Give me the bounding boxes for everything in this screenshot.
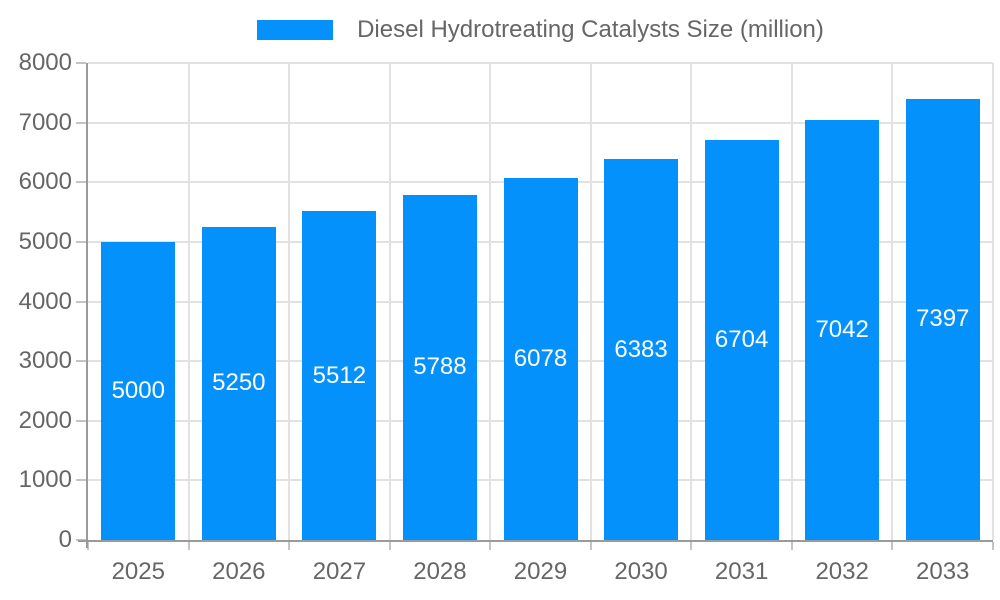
y-axis-tick	[76, 300, 86, 303]
legend-swatch	[257, 20, 334, 40]
bar-value-label: 7042	[815, 316, 869, 344]
y-axis-line	[86, 63, 88, 548]
y-axis-tick-label: 7000	[18, 108, 72, 136]
bar: 7042	[805, 120, 880, 540]
y-axis-tick	[76, 479, 86, 482]
gridline-vertical	[891, 63, 894, 540]
bar-value-label: 5250	[212, 369, 266, 397]
bar: 5000	[101, 241, 176, 540]
bar: 6704	[704, 140, 779, 540]
x-axis-tick	[288, 542, 291, 550]
y-axis-tick-label: 0	[58, 526, 72, 553]
gridline-vertical	[187, 63, 190, 540]
y-axis-tick	[76, 62, 86, 64]
y-axis-tick-label: 3000	[18, 347, 72, 375]
y-axis-tick	[76, 121, 86, 124]
legend: Diesel Hydrotreating Catalysts Size (mil…	[88, 16, 993, 44]
y-axis-tick-label: 1000	[18, 466, 72, 494]
bar-value-label: 5788	[413, 353, 467, 381]
x-axis-tick-label: 2030	[614, 558, 668, 585]
gridline-horizontal	[88, 121, 993, 124]
x-axis-tick-label: 2029	[513, 558, 568, 585]
x-axis-tick-label: 2031	[714, 558, 769, 585]
x-axis-line	[78, 540, 993, 542]
x-axis-tick	[589, 542, 592, 550]
gridline-horizontal	[88, 62, 993, 64]
bar: 5788	[402, 194, 477, 540]
plot-area: 0 1000 2000 3000 4000 5000 6000 7000 8000 5000 202…	[19, 49, 994, 585]
gridline-vertical	[589, 63, 592, 540]
x-axis-tick	[690, 542, 693, 550]
legend-label: Diesel Hydrotreating Catalysts Size (mil…	[357, 16, 824, 43]
x-axis-tick-label: 2032	[815, 558, 869, 585]
x-axis-tick-label: 2025	[111, 558, 165, 585]
bar-value-label: 6704	[714, 326, 769, 354]
y-axis-tick-label: 6000	[18, 168, 72, 196]
bar: 5512	[302, 211, 377, 540]
y-axis-tick-label: 4000	[18, 287, 72, 315]
bar: 5250	[201, 226, 276, 540]
y-axis-tick-label: 8000	[18, 49, 72, 76]
y-axis-tick-label: 2000	[18, 406, 72, 434]
x-axis-tick-label: 2028	[413, 558, 467, 585]
y-axis-tick	[76, 419, 86, 422]
bar: 6078	[503, 177, 578, 540]
bar-value-label: 6078	[513, 344, 568, 372]
bar-value-label: 5512	[312, 361, 367, 389]
bar: 7397	[905, 98, 980, 540]
x-axis-tick	[891, 542, 894, 550]
bar-value-label: 5000	[111, 376, 165, 404]
x-axis-tick	[790, 542, 793, 550]
gridline-vertical	[992, 63, 994, 540]
y-axis-tick	[76, 181, 86, 184]
x-axis-tick	[187, 542, 190, 550]
gridline-vertical	[790, 63, 793, 540]
x-axis-tick	[992, 542, 994, 550]
bar-value-label: 7397	[916, 305, 970, 333]
bar: 6383	[604, 159, 679, 540]
x-axis-tick	[489, 542, 492, 550]
gridline-vertical	[489, 63, 492, 540]
y-axis-tick	[76, 360, 86, 363]
x-axis-tick	[87, 542, 89, 550]
gridline-vertical	[388, 63, 391, 540]
y-axis-tick-label: 5000	[18, 227, 72, 255]
x-axis-tick-label: 2027	[312, 558, 367, 585]
bar-value-label: 6383	[614, 335, 668, 363]
gridline-vertical	[288, 63, 291, 540]
x-axis-tick-label: 2033	[916, 558, 970, 585]
gridline-vertical	[690, 63, 693, 540]
x-axis-tick	[388, 542, 391, 550]
x-axis-tick-label: 2026	[212, 558, 266, 585]
y-axis-tick	[76, 240, 86, 243]
